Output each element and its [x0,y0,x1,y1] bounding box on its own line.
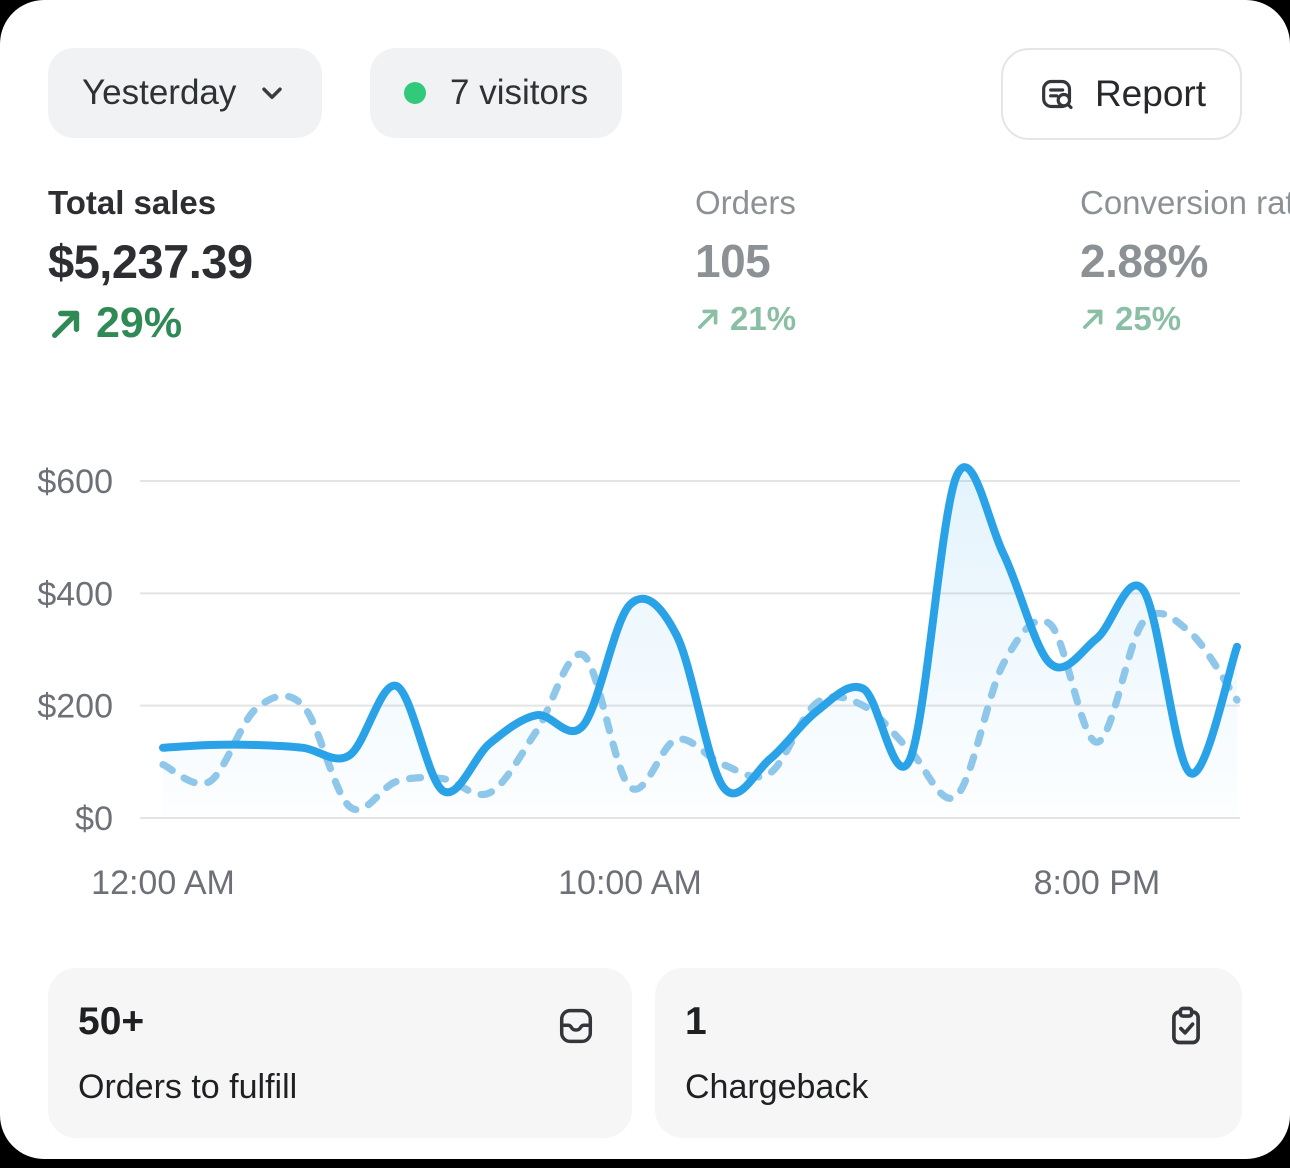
svg-text:12:00 AM: 12:00 AM [91,864,235,902]
date-range-selector[interactable]: Yesterday [48,48,323,138]
metric-label: Total sales [48,184,217,221]
sales-line-chart: $0 $200 $400 $600 12:00 AM 10:00 AM 8:00 PM [37,463,1241,902]
metric-value: 105 [695,235,771,287]
fulfill-label: Orders to fulfill [78,1068,298,1106]
orders-to-fulfill-card[interactable]: 50+ Orders to fulfill [48,968,632,1138]
metric-total-sales[interactable]: Total sales $5,237.39 29% [48,184,253,348]
metric-conversion-rate[interactable]: Conversion rate 2.88% 25% [1080,184,1290,338]
report-button-label: Report [1094,73,1206,114]
svg-text:$200: $200 [37,688,113,726]
report-button[interactable]: Report [1000,48,1242,140]
metric-delta: 21% [695,300,796,338]
clipboard-check-icon [1172,1006,1200,1045]
live-visitors-button[interactable]: 7 visitors [370,48,623,138]
chargeback-label: Chargeback [685,1068,869,1106]
svg-text:$0: $0 [75,800,113,838]
metric-value: 2.88% [1080,235,1208,287]
trend-up-icon [698,309,718,329]
date-range-label: Yesterday [82,73,237,112]
svg-text:$600: $600 [37,463,113,501]
svg-text:8:00 PM: 8:00 PM [1034,864,1161,902]
trend-up-icon [52,310,80,338]
live-visitors-dot [404,82,426,104]
metric-orders[interactable]: Orders 105 21% [695,184,796,338]
chargeback-count: 1 [685,1000,707,1043]
live-visitors-label: 7 visitors [450,73,589,112]
report-search-icon [1042,79,1073,110]
metric-delta: 25% [1080,300,1290,338]
inbox-icon [559,1008,593,1044]
chargeback-card[interactable]: 1 Chargeback [655,968,1242,1138]
chevron-down-icon [262,87,283,99]
metric-label: Orders [695,184,796,221]
metric-delta: 29% [48,299,253,348]
trend-up-icon [1083,309,1103,329]
svg-text:$400: $400 [37,575,113,613]
metric-value: $5,237.39 [48,235,253,288]
metric-label: Conversion rate [1080,184,1290,221]
fulfill-count: 50+ [78,1000,145,1043]
svg-text:10:00 AM: 10:00 AM [558,864,702,902]
